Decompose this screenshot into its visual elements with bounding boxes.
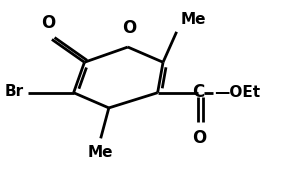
Text: Br: Br [4,84,23,99]
Text: O: O [41,14,55,32]
Text: O: O [122,19,136,37]
Text: —OEt: —OEt [214,85,260,100]
Text: Me: Me [181,12,206,27]
Text: Me: Me [88,145,114,160]
Text: O: O [192,129,207,147]
Text: C: C [192,83,204,101]
